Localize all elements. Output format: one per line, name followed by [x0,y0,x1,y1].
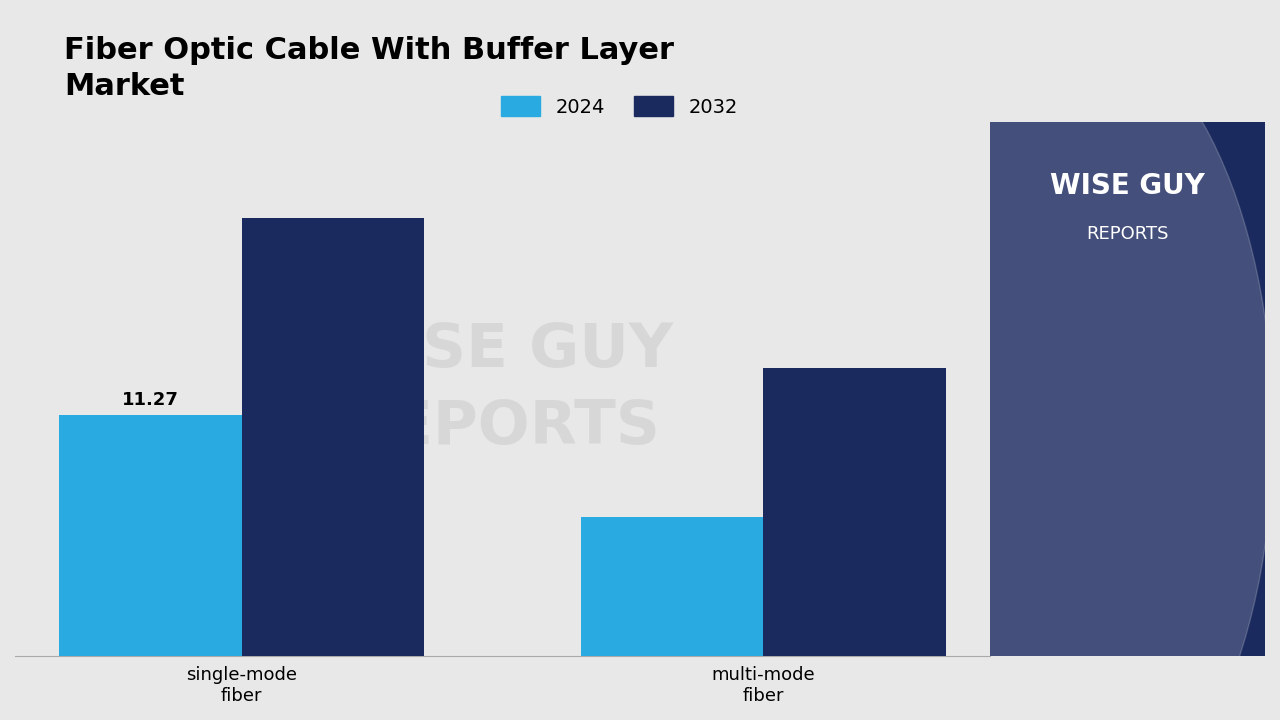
Bar [59,415,242,657]
Legend: 2024, 2032: 2024, 2032 [493,89,746,125]
Bar [242,218,424,657]
Text: WISE GUY
REPORTS: WISE GUY REPORTS [332,321,673,457]
Bar [581,518,763,657]
Text: Fiber Optic Cable With Buffer Layer
Market: Fiber Optic Cable With Buffer Layer Mark… [64,36,675,101]
Circle shape [845,14,1274,720]
Text: REPORTS: REPORTS [1087,225,1169,243]
Text: WISE GUY: WISE GUY [1050,172,1204,200]
Bar [763,368,946,657]
Text: 11.27: 11.27 [122,391,179,409]
